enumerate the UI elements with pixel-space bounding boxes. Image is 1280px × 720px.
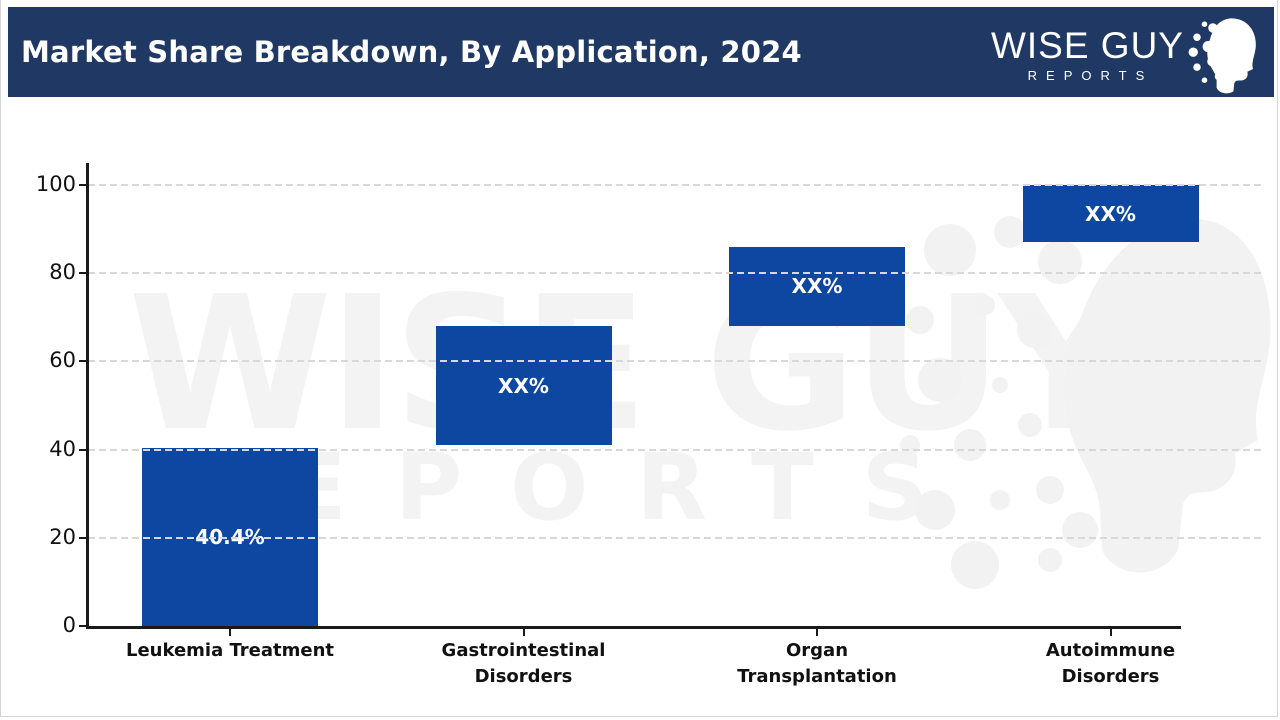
x-tick-mark-autoimmune-disorders bbox=[1109, 629, 1112, 636]
y-tick-label-100: 100 bbox=[35, 172, 76, 196]
bar-value-label-gastrointestinal-disorders: XX% bbox=[498, 373, 549, 398]
bar-value-label-organ-transplantation: XX% bbox=[791, 274, 843, 299]
bar-value-label-autoimmune-disorders: XX% bbox=[1085, 201, 1136, 226]
x-category-label-line: Gastrointestinal bbox=[441, 640, 606, 661]
y-tick-mark-20 bbox=[79, 536, 87, 539]
x-tick-mark-leukemia-treatment bbox=[229, 629, 231, 636]
gridline-80 bbox=[88, 272, 1264, 275]
y-tick-label-40: 40 bbox=[49, 436, 76, 461]
y-tick-label-80: 80 bbox=[49, 260, 76, 285]
gridline-100 bbox=[88, 184, 1264, 186]
x-category-label-leukemia-treatment: Leukemia Treatment bbox=[90, 638, 370, 664]
y-tick-mark-0 bbox=[79, 625, 87, 627]
gridline-40 bbox=[88, 448, 1264, 451]
x-category-label-gastrointestinal-disorders: Gastrointestinal Disorders bbox=[384, 638, 664, 690]
x-category-label-line: Disorders bbox=[1061, 666, 1160, 688]
x-category-label-organ-transplantation: Organ Transplantation bbox=[677, 638, 957, 690]
y-tick-label-0: 0 bbox=[62, 613, 76, 637]
gridline-20 bbox=[88, 536, 1264, 539]
y-tick-mark-40 bbox=[79, 448, 87, 451]
x-tick-mark-organ-transplantation bbox=[816, 629, 818, 636]
bar-gastrointestinal-disorders: XX% bbox=[435, 326, 612, 446]
header-bar: Market Share Breakdown, By Application, … bbox=[8, 7, 1274, 97]
brand-face-icon bbox=[1188, 18, 1256, 94]
x-category-label-line: Disorders bbox=[474, 666, 573, 688]
brand-logo: WISE GUY REPORTS bbox=[991, 13, 1264, 97]
x-category-label-line: Autoimmune bbox=[1045, 640, 1176, 661]
y-tick-mark-80 bbox=[79, 272, 87, 275]
x-category-label-line: Transplantation bbox=[737, 666, 897, 688]
gridline-60 bbox=[88, 360, 1264, 363]
y-tick-label-20: 20 bbox=[49, 524, 76, 549]
brand-logo-text: WISE GUY REPORTS bbox=[991, 27, 1184, 83]
y-tick-mark-60 bbox=[79, 360, 87, 363]
bar-organ-transplantation: XX% bbox=[729, 246, 905, 327]
watermark-face-dots bbox=[900, 216, 1271, 589]
x-category-label-autoimmune-disorders: Autoimmune Disorders bbox=[971, 638, 1251, 690]
x-tick-mark-gastrointestinal-disorders bbox=[522, 629, 525, 636]
y-axis-line bbox=[86, 163, 89, 629]
x-category-label-line: Leukemia Treatment bbox=[125, 640, 335, 661]
y-tick-label-60: 60 bbox=[49, 348, 76, 373]
x-category-label-line: Organ bbox=[785, 640, 849, 661]
watermark-wiseguy-text: WISE GUY bbox=[128, 256, 1133, 472]
brand-name-label: WISE GUY bbox=[990, 25, 1184, 66]
y-tick-mark-100 bbox=[79, 184, 87, 186]
brand-reports-label: REPORTS bbox=[1027, 68, 1154, 83]
bar-autoimmune-disorders: XX% bbox=[1022, 185, 1199, 243]
x-axis-line bbox=[86, 626, 1181, 629]
chart-title: Market Share Breakdown, By Application, … bbox=[21, 35, 802, 69]
